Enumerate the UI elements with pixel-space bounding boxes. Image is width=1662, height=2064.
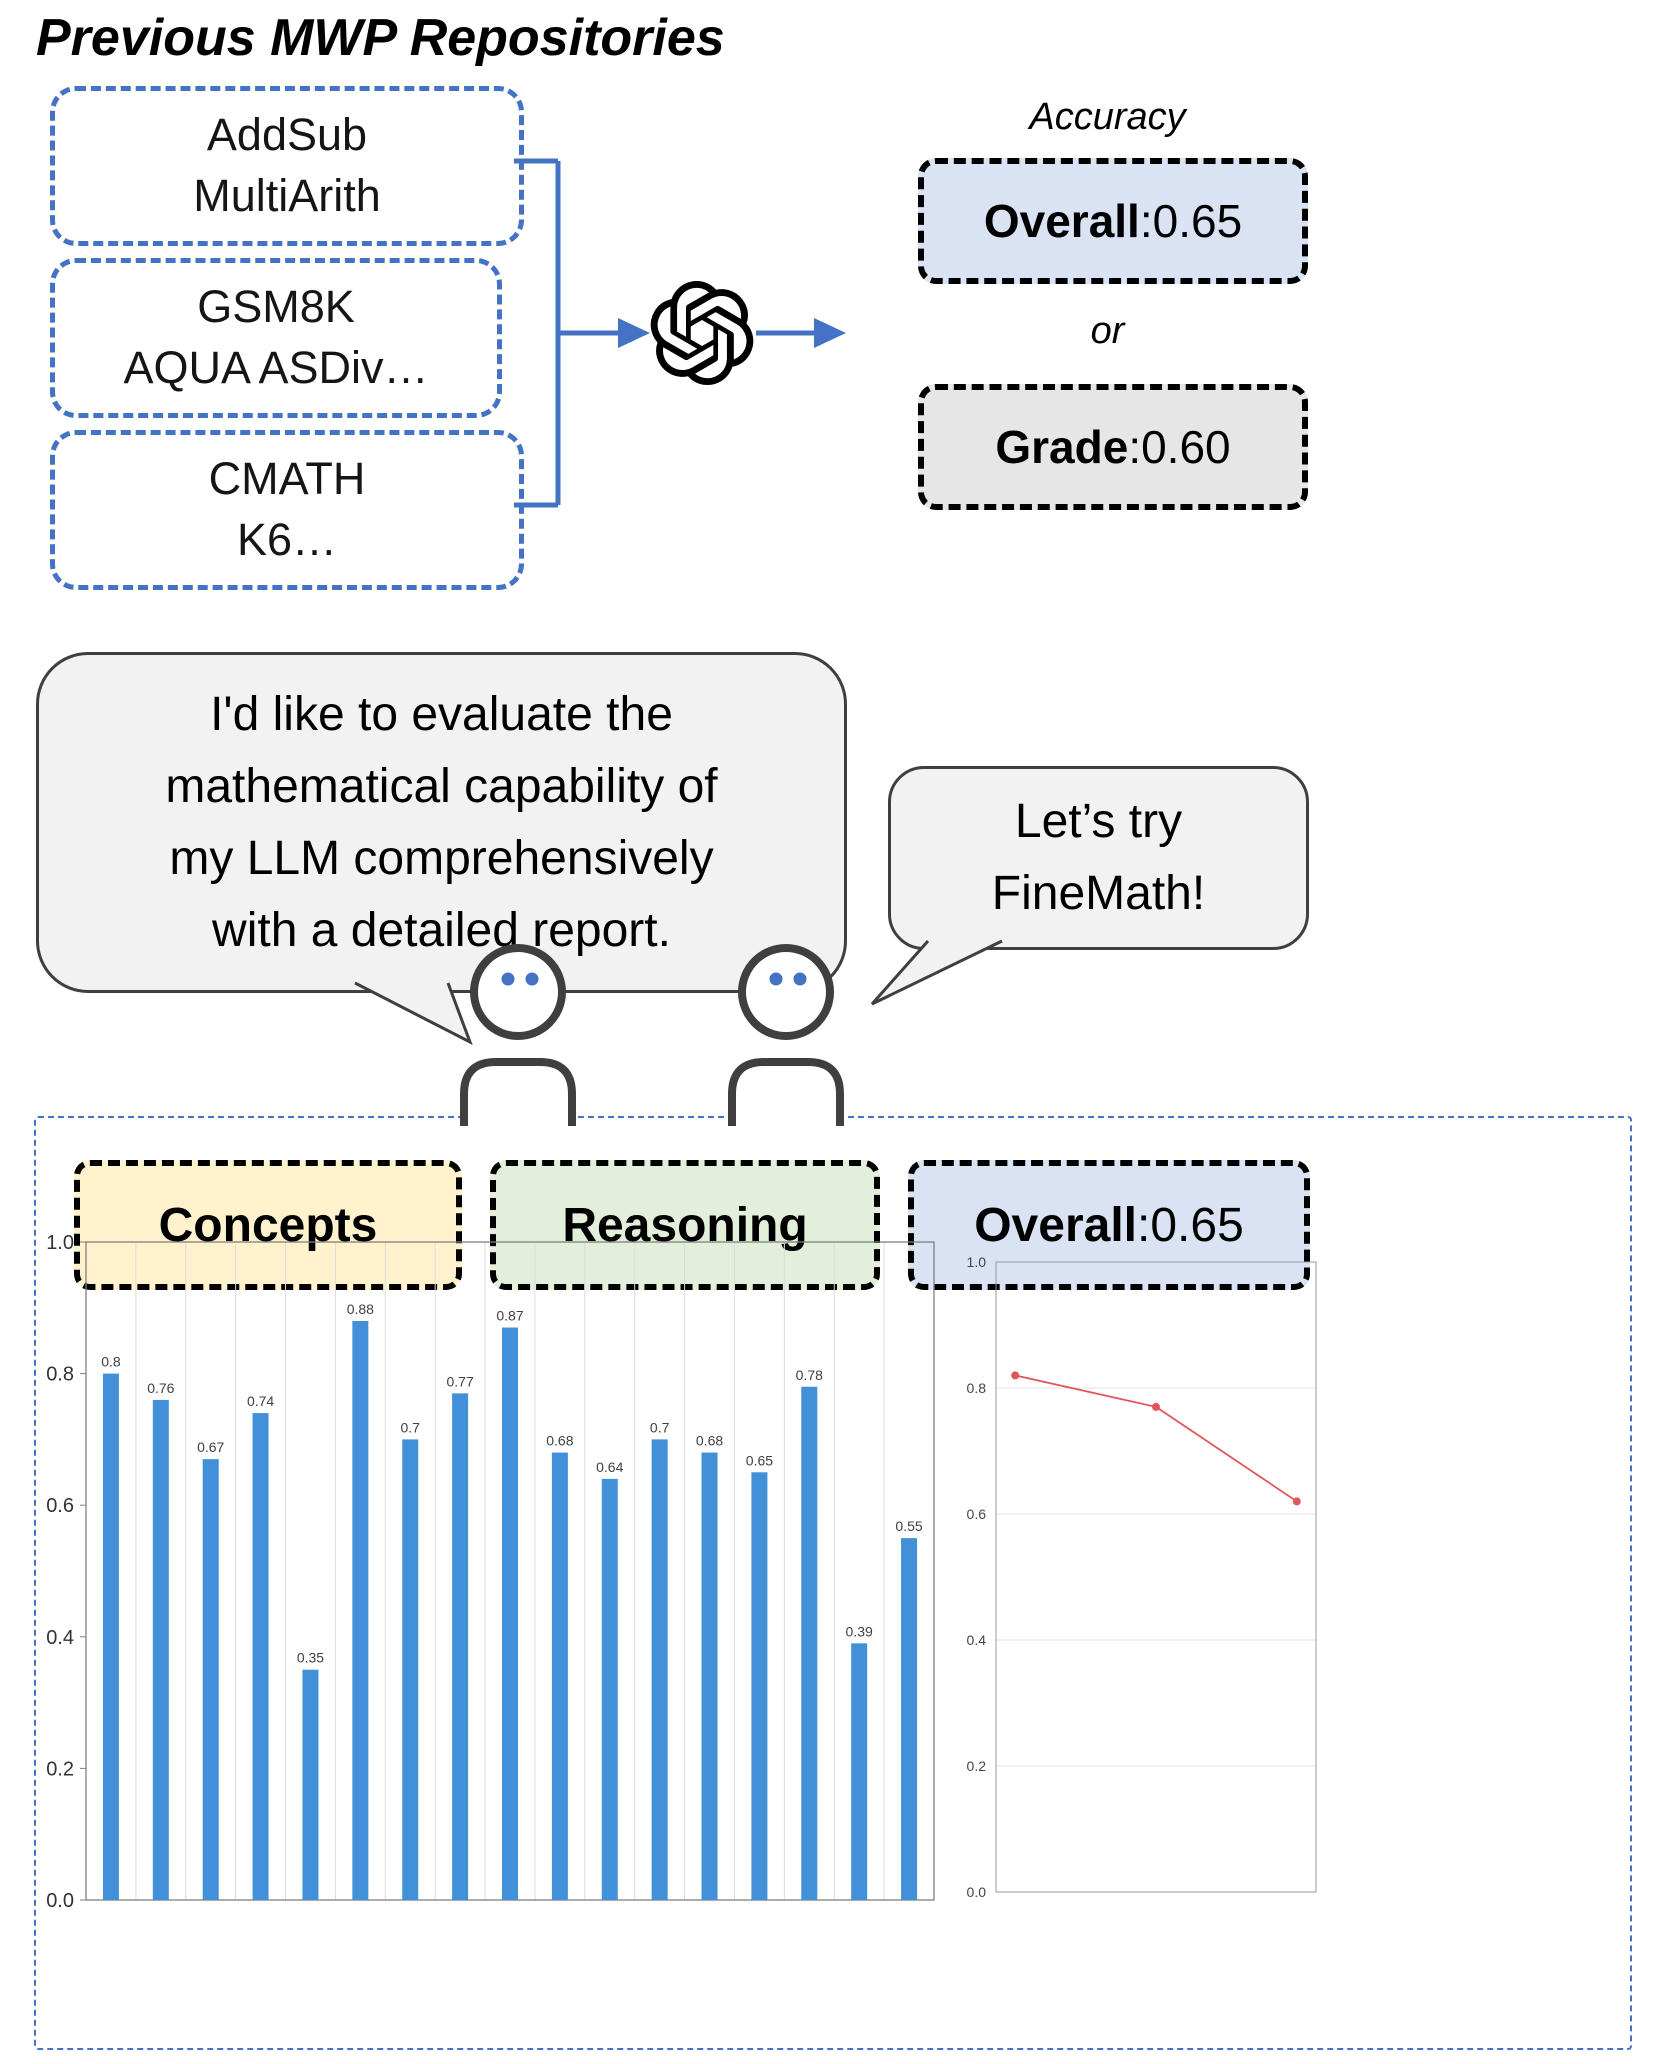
overall-chip-label: Overall [974, 1198, 1137, 1252]
svg-text:0.78: 0.78 [796, 1367, 823, 1383]
repo-box-addsub-multiarith: AddSub MultiArith [50, 86, 524, 246]
speech-line: FineMath! [991, 867, 1206, 920]
svg-text:0.67: 0.67 [197, 1439, 224, 1455]
speech-line: my LLM comprehensively [169, 831, 714, 885]
repo-line: AQUA ASDiv… [123, 342, 429, 393]
user2-bubble-tail [870, 939, 1003, 1006]
overall-trend-line-chart: 0.0 0.2 0.4 0.6 0.8 1.0 [967, 1254, 1317, 1900]
svg-text:0.8: 0.8 [46, 1364, 74, 1386]
repo-box-gsm8k-aqua: GSM8K AQUA ASDiv… [50, 258, 502, 418]
svg-text:0.88: 0.88 [347, 1301, 374, 1317]
repo-line: CMATH [208, 453, 366, 505]
svg-text:0.74: 0.74 [247, 1393, 274, 1409]
user1-shoulders [460, 1058, 576, 1126]
svg-text:0.77: 0.77 [446, 1373, 473, 1389]
user2-shoulders [728, 1058, 844, 1126]
arrow-to-llm-icon [618, 318, 650, 348]
speech-line: Let’s try [1014, 795, 1183, 848]
svg-text:0.7: 0.7 [650, 1419, 670, 1435]
svg-text:0.2: 0.2 [967, 1758, 987, 1774]
svg-text:0.64: 0.64 [596, 1459, 623, 1475]
speech-line: I'd like to evaluate the [210, 687, 673, 741]
overall-chip-value: :0.65 [1137, 1198, 1244, 1252]
user1-head [470, 944, 566, 1040]
svg-text:0.87: 0.87 [496, 1308, 523, 1324]
svg-text:0.68: 0.68 [696, 1433, 723, 1449]
svg-text:0.4: 0.4 [967, 1632, 987, 1648]
user2-head [738, 944, 834, 1040]
grade-accuracy-box: Grade:0.60 [918, 384, 1308, 510]
bracket-connector [514, 158, 620, 508]
svg-text:1.0: 1.0 [967, 1254, 987, 1270]
repo-line: MultiArith [193, 170, 381, 221]
svg-text:0.2: 0.2 [46, 1758, 74, 1780]
user2-eye-left [769, 972, 783, 986]
svg-text:0.0: 0.0 [46, 1890, 74, 1912]
svg-text:0.65: 0.65 [746, 1452, 773, 1468]
user2-eye-right [793, 972, 807, 986]
svg-text:0.39: 0.39 [846, 1623, 873, 1639]
concepts-chip: Concepts [74, 1160, 462, 1290]
svg-text:0.7: 0.7 [401, 1419, 421, 1435]
overall-value: :0.65 [1139, 195, 1243, 247]
overall-accuracy-box: Overall:0.65 [918, 158, 1308, 284]
overall-chip: Overall:0.65 [908, 1160, 1310, 1290]
scores-bar-chart: 0.0 0.2 0.4 0.6 0.8 1.0 0.8 0.76 0.67 0.74 0.35 0.8… [46, 1232, 935, 1912]
arrow-to-results-icon [814, 318, 846, 348]
openai-logo-icon [650, 281, 754, 385]
svg-text:0.76: 0.76 [147, 1380, 174, 1396]
repo-line: GSM8K [197, 281, 355, 333]
reasoning-chip: Reasoning [490, 1160, 880, 1290]
user1-speech-bubble: I'd like to evaluate the mathematical ca… [36, 652, 847, 993]
speech-line: with a detailed report. [212, 903, 671, 957]
svg-text:0.55: 0.55 [895, 1518, 922, 1534]
or-label: or [1090, 310, 1125, 352]
figure-title: Previous MWP Repositories [36, 9, 725, 67]
grade-value: :0.60 [1128, 421, 1231, 473]
user1-eye-left [501, 972, 515, 986]
user1-icon [460, 944, 576, 1126]
speech-line: mathematical capability of [165, 759, 718, 813]
grade-label: Grade [995, 421, 1129, 473]
repo-line: AddSub [206, 109, 368, 161]
svg-text:0.4: 0.4 [46, 1627, 74, 1649]
repo-box-cmath-k6: CMATH K6… [50, 430, 524, 590]
accuracy-label: Accuracy [1029, 96, 1186, 138]
svg-text:0.6: 0.6 [46, 1495, 74, 1517]
svg-text:1.0: 1.0 [46, 1232, 74, 1254]
concepts-label: Concepts [158, 1198, 378, 1252]
svg-text:0.68: 0.68 [546, 1433, 573, 1449]
repo-line: K6… [236, 514, 338, 565]
user1-eye-right [525, 972, 539, 986]
svg-text:0.0: 0.0 [967, 1884, 987, 1900]
svg-text:0.6: 0.6 [967, 1506, 987, 1522]
svg-text:0.8: 0.8 [101, 1354, 121, 1370]
overall-label: Overall [983, 195, 1140, 247]
svg-text:0.8: 0.8 [967, 1380, 987, 1396]
user2-speech-bubble: Let’s try FineMath! [888, 766, 1309, 950]
user2-icon [728, 944, 844, 1126]
svg-text:0.35: 0.35 [297, 1650, 324, 1666]
